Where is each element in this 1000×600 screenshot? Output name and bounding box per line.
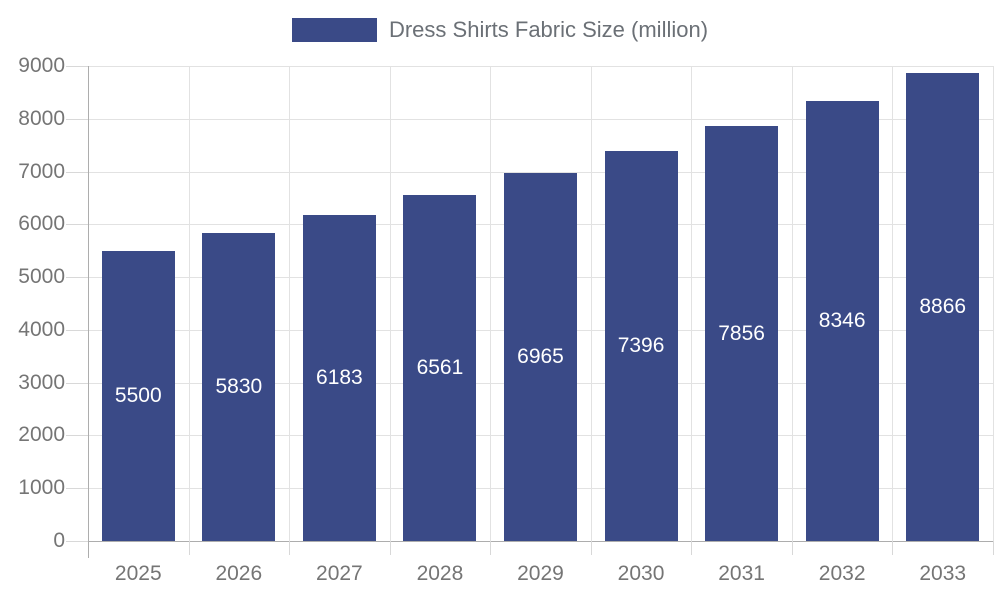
x-axis-line — [88, 541, 993, 542]
plot-area: 0 1000 2000 3000 4000 5000 6000 7000 8000 9000 550… — [18, 54, 994, 585]
bar[interactable]: 5500 — [101, 250, 175, 541]
bar[interactable]: 8346 — [805, 100, 879, 541]
y-tick — [66, 66, 88, 67]
h-gridline — [88, 171, 993, 173]
bar-value-label: 6965 — [517, 345, 564, 369]
y-tick — [66, 118, 88, 120]
bar-value-label: 6183 — [316, 365, 363, 389]
bar[interactable]: 6965 — [504, 173, 577, 541]
y-axis-label: 6000 — [18, 212, 65, 236]
x-axis-label: 2029 — [517, 562, 564, 585]
x-tick — [993, 541, 994, 555]
y-tick — [66, 277, 88, 279]
x-tick — [590, 541, 592, 555]
y-axis-label: 2000 — [18, 423, 65, 447]
legend-label: Dress Shirts Fabric Size (million) — [388, 17, 709, 42]
x-axis-label: 2031 — [718, 562, 765, 585]
bar[interactable]: 6561 — [403, 194, 477, 541]
y-axis-label: 1000 — [18, 476, 65, 500]
v-gridline — [490, 66, 492, 541]
bar[interactable]: 8866 — [906, 73, 980, 541]
bar[interactable]: 7856 — [705, 126, 779, 541]
x-axis-label: 2026 — [215, 562, 263, 585]
y-axis-label: 0 — [53, 529, 65, 552]
x-axis-label: 2028 — [416, 562, 464, 585]
x-axis-label: 2030 — [617, 562, 665, 585]
y-axis-label: 7000 — [18, 159, 65, 183]
bar[interactable]: 6183 — [302, 214, 376, 541]
bar[interactable]: 7396 — [604, 150, 678, 541]
y-tick — [66, 382, 88, 384]
v-gridline — [993, 66, 994, 541]
y-axis-label: 9000 — [18, 54, 65, 77]
bar-value-label: 6561 — [416, 355, 464, 379]
y-tick — [66, 541, 88, 542]
bar-value-label: 8866 — [919, 295, 967, 319]
bar-value-label: 5500 — [114, 383, 162, 407]
legend[interactable]: Dress Shirts Fabric Size (million) — [0, 15, 1000, 45]
x-tick — [892, 541, 894, 555]
v-gridline — [691, 66, 693, 541]
x-axis-label: 2033 — [919, 562, 967, 585]
h-gridline — [88, 118, 993, 120]
x-tick — [791, 541, 793, 555]
bar-value-label: 5830 — [215, 375, 263, 399]
y-tick — [66, 171, 88, 173]
v-gridline — [289, 66, 291, 541]
x-tick — [490, 541, 492, 555]
x-axis-label: 2027 — [316, 562, 363, 585]
y-axis-label: 4000 — [18, 317, 65, 341]
x-tick — [188, 541, 190, 555]
bar[interactable]: 5830 — [202, 233, 276, 541]
y-tick — [66, 488, 88, 490]
x-axis-label: 2032 — [818, 562, 866, 585]
y-axis-label: 8000 — [18, 106, 65, 130]
bar-value-label: 8346 — [818, 308, 866, 332]
bar-value-label: 7396 — [617, 333, 665, 357]
x-tick — [691, 541, 693, 555]
v-gridline — [188, 66, 190, 541]
x-axis-label: 2025 — [114, 562, 162, 585]
legend-swatch-icon — [291, 18, 377, 42]
y-axis-line — [88, 66, 89, 558]
v-gridline — [791, 66, 793, 541]
y-axis-label: 3000 — [18, 370, 65, 394]
v-gridline — [389, 66, 391, 541]
v-gridline — [892, 66, 894, 541]
y-tick — [66, 329, 88, 331]
x-tick — [289, 541, 291, 555]
x-tick — [389, 541, 391, 555]
y-axis-label: 5000 — [18, 265, 65, 289]
h-gridline — [88, 66, 993, 67]
y-tick — [66, 435, 88, 437]
y-tick — [66, 224, 88, 226]
bar-value-label: 7856 — [718, 321, 765, 345]
v-gridline — [590, 66, 592, 541]
